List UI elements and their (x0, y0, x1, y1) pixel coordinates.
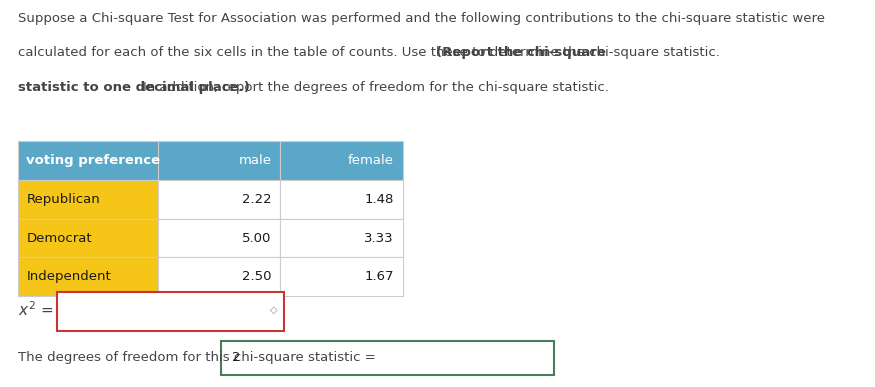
Text: The degrees of freedom for this chi-square statistic =: The degrees of freedom for this chi-squa… (18, 351, 380, 365)
Text: In addition, report the degrees of freedom for the chi-square statistic.: In addition, report the degrees of freed… (144, 81, 609, 94)
Text: male: male (238, 154, 271, 167)
Text: 5.00: 5.00 (242, 231, 271, 245)
Text: $x^2$ =: $x^2$ = (18, 300, 52, 319)
Text: Suppose a Chi-square Test for Association was performed and the following contri: Suppose a Chi-square Test for Associatio… (18, 12, 824, 25)
Text: calculated for each of the six cells in the table of counts. Use these to determ: calculated for each of the six cells in … (18, 46, 724, 60)
Text: 2: 2 (232, 351, 240, 365)
Text: Democrat: Democrat (26, 231, 92, 245)
Text: 3.33: 3.33 (364, 231, 394, 245)
Text: 1.67: 1.67 (364, 270, 394, 283)
Text: 2.22: 2.22 (242, 193, 271, 206)
Text: voting preference: voting preference (26, 154, 160, 167)
Text: Republican: Republican (26, 193, 100, 206)
Text: 1.48: 1.48 (364, 193, 394, 206)
Text: (Report the chi-square: (Report the chi-square (437, 46, 606, 60)
Text: Independent: Independent (26, 270, 111, 283)
Text: ◇: ◇ (270, 305, 277, 315)
Text: female: female (347, 154, 394, 167)
Text: 2.50: 2.50 (242, 270, 271, 283)
Text: statistic to one decimal place.): statistic to one decimal place.) (18, 81, 249, 94)
